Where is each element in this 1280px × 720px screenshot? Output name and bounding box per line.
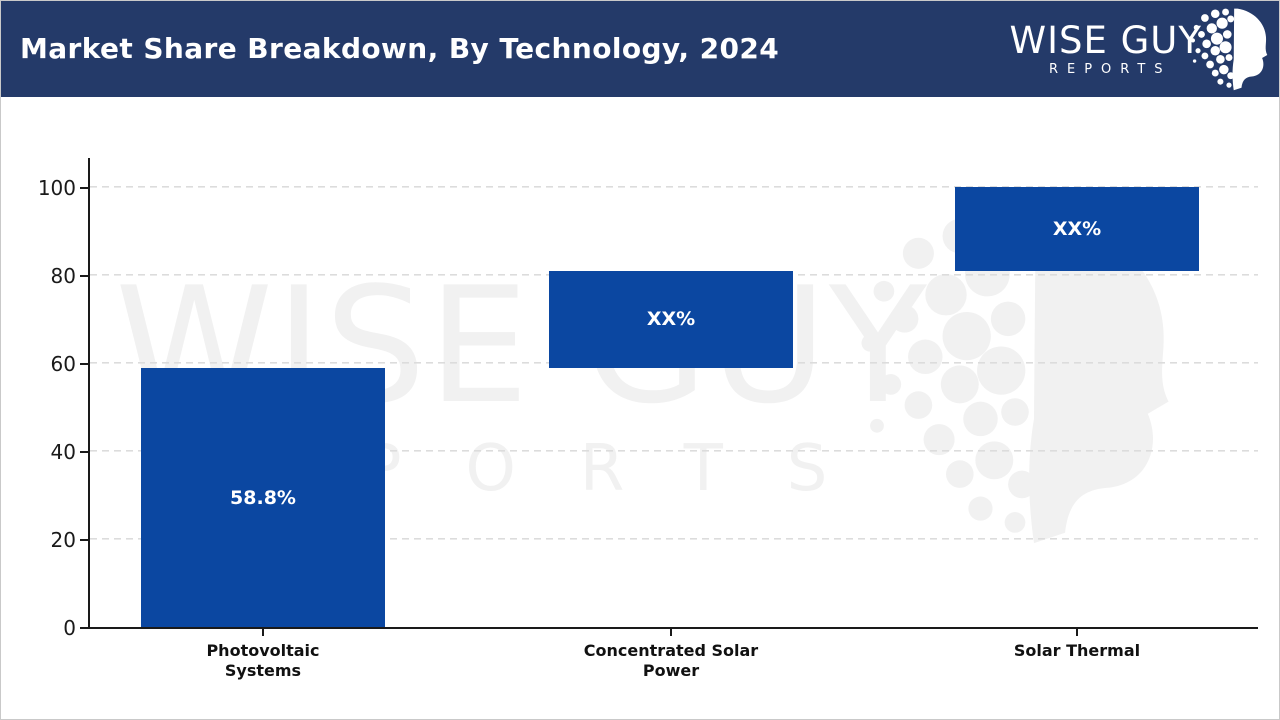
bar-value-label-concentrated-solar-power: XX% <box>646 308 696 331</box>
y-tick-label-20: 20 <box>50 528 76 552</box>
x-category-line: Photovoltaic <box>206 641 320 660</box>
y-tick-label-80: 80 <box>50 264 76 288</box>
x-category-line: Systems <box>224 661 302 680</box>
x-category-label-photovoltaic-systems: Photovoltaic Systems <box>103 641 423 681</box>
x-category-label-concentrated-solar-power: Concentrated Solar Power <box>511 641 831 681</box>
brand-name: WISE GUY <box>1009 19 1202 62</box>
bar-solar-thermal: XX% <box>955 187 1199 271</box>
page-title: Market Share Breakdown, By Technology, 2… <box>20 32 780 65</box>
y-tick-40 <box>80 451 88 453</box>
x-axis-line <box>88 627 1258 629</box>
x-category-line: Solar Thermal <box>1013 641 1141 660</box>
bar-value-label-photovoltaic-systems: 58.8% <box>230 486 296 509</box>
y-tick-label-60: 60 <box>50 352 76 376</box>
bar-value-label-solar-thermal: XX% <box>1052 217 1102 240</box>
gridline-100 <box>90 186 1258 188</box>
bar-photovoltaic-systems: 58.8% <box>141 368 385 627</box>
brand-logo: WISE GUY REPORTS <box>1010 4 1272 94</box>
bar-concentrated-solar-power: XX% <box>549 270 793 369</box>
x-category-label-solar-thermal: Solar Thermal <box>917 641 1237 661</box>
gridline-20 <box>90 538 1258 540</box>
y-tick-label-0: 0 <box>63 616 76 640</box>
y-tick-60 <box>80 363 88 365</box>
header-bar: Market Share Breakdown, By Technology, 2… <box>0 0 1280 97</box>
y-tick-label-100: 100 <box>37 176 76 200</box>
x-tick-concentrated-solar-power <box>670 629 672 636</box>
brand-tagline: REPORTS <box>1048 62 1172 77</box>
y-tick-0 <box>80 627 88 629</box>
y-tick-label-40: 40 <box>50 440 76 464</box>
x-tick-solar-thermal <box>1076 629 1078 636</box>
y-tick-100 <box>80 187 88 189</box>
gridline-40 <box>90 450 1258 452</box>
y-axis-line <box>88 158 90 629</box>
y-tick-20 <box>80 539 88 541</box>
y-tick-80 <box>80 275 88 277</box>
x-category-line: Concentrated Solar <box>583 641 759 660</box>
x-tick-photovoltaic-systems <box>262 629 264 636</box>
chart-area: 58.8% XX% XX% 0 20 40 60 80 100 Photovoltaic Syste… <box>0 97 1280 720</box>
brand-logo-text: WISE GUY REPORTS <box>1009 19 1202 78</box>
x-category-line: Power <box>642 661 700 680</box>
